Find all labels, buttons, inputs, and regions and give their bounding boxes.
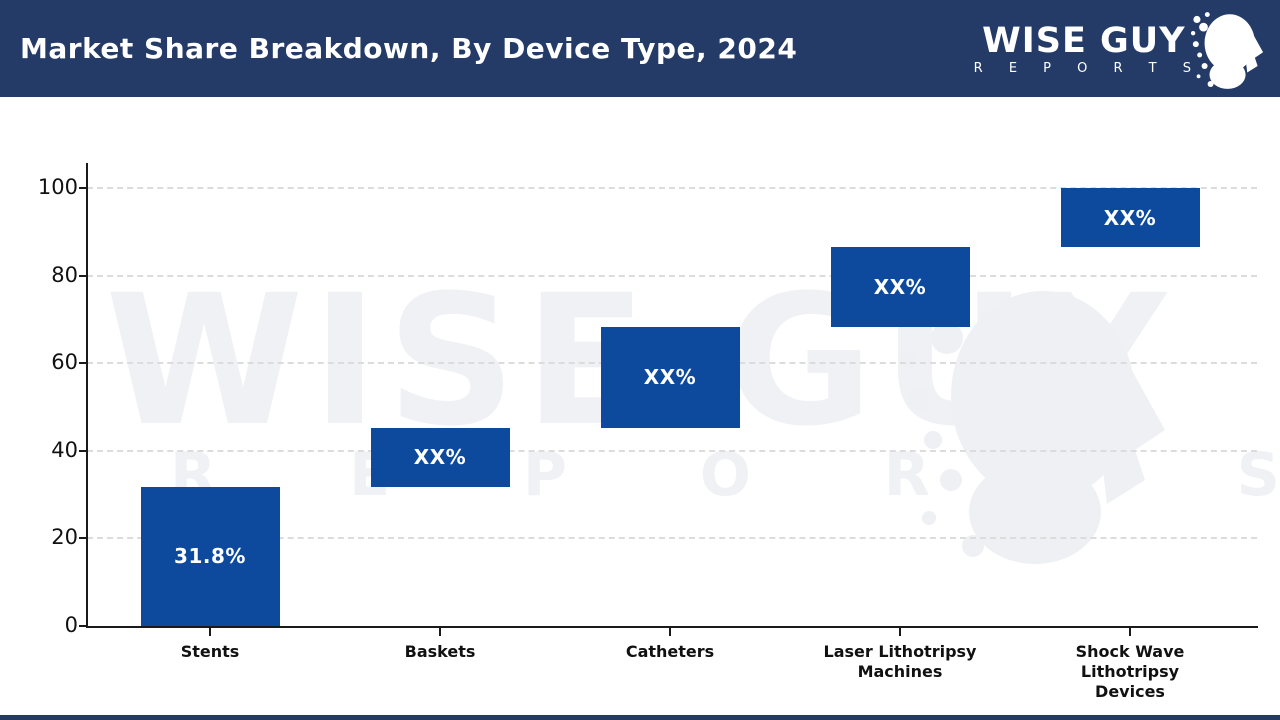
x-tick-mark <box>209 628 211 636</box>
y-tick-mark <box>79 449 87 452</box>
bar-baskets: XX% <box>370 427 510 487</box>
y-tick-mark <box>79 274 87 277</box>
bar-value-label: XX% <box>1103 205 1157 230</box>
x-category-label: Baskets <box>404 642 476 661</box>
bar-value-label: XX% <box>873 274 927 299</box>
brand-head-icon <box>1190 12 1264 89</box>
footer-strip <box>0 715 1280 720</box>
x-tick-mark <box>899 628 901 636</box>
y-tick-mark <box>79 537 87 540</box>
x-axis-line <box>86 626 1258 628</box>
brand-text: WISE GUY R E P O R T S <box>966 22 1202 77</box>
y-tick-label: 0 <box>64 613 78 637</box>
x-category-label: Shock Wave Lithotripsy Devices <box>1075 642 1185 701</box>
gridline-40 <box>87 449 1257 452</box>
bar-catheters: XX% <box>600 326 740 428</box>
page-title: Market Share Breakdown, By Device Type, … <box>20 32 798 65</box>
y-tick-mark <box>79 362 87 365</box>
brand-subtitle: R E P O R T S <box>973 61 1202 77</box>
bar-laser-lithotripsy-machines: XX% <box>830 247 970 327</box>
y-tick-label: 100 <box>37 175 78 199</box>
header-bar: Market Share Breakdown, By Device Type, … <box>0 0 1280 97</box>
y-tick-label: 80 <box>51 262 78 287</box>
x-tick-mark <box>669 628 671 636</box>
brand-logo: WISE GUY R E P O R T S <box>966 8 1266 90</box>
y-tick-label: 20 <box>51 525 78 550</box>
x-tick-mark <box>439 628 441 636</box>
x-category-label: Stents <box>180 642 240 661</box>
chart-plot-area: 0 20 40 60 80 100 31.8% Stents XX% Baskets XX% Cath… <box>0 97 1280 715</box>
gridline-20 <box>87 537 1257 540</box>
y-tick-label: 40 <box>51 437 78 462</box>
bar-value-label: XX% <box>643 365 697 390</box>
bar-value-label: XX% <box>413 445 467 470</box>
x-category-label: Laser Lithotripsy Machines <box>823 642 977 681</box>
x-category-label: Catheters <box>625 642 715 661</box>
y-tick-mark <box>79 187 87 189</box>
bar-stents: 31.8% <box>140 486 280 626</box>
y-tick-label: 60 <box>51 350 78 375</box>
brand-name: WISE GUY <box>982 20 1186 61</box>
gridline-80 <box>87 274 1257 277</box>
bar-value-label: 31.8% <box>174 544 246 569</box>
x-tick-mark <box>1129 628 1131 636</box>
gridline-100 <box>87 187 1257 189</box>
bar-shock-wave-lithotripsy-devices: XX% <box>1060 188 1200 248</box>
y-axis-line <box>86 163 88 628</box>
y-tick-mark <box>79 625 87 627</box>
